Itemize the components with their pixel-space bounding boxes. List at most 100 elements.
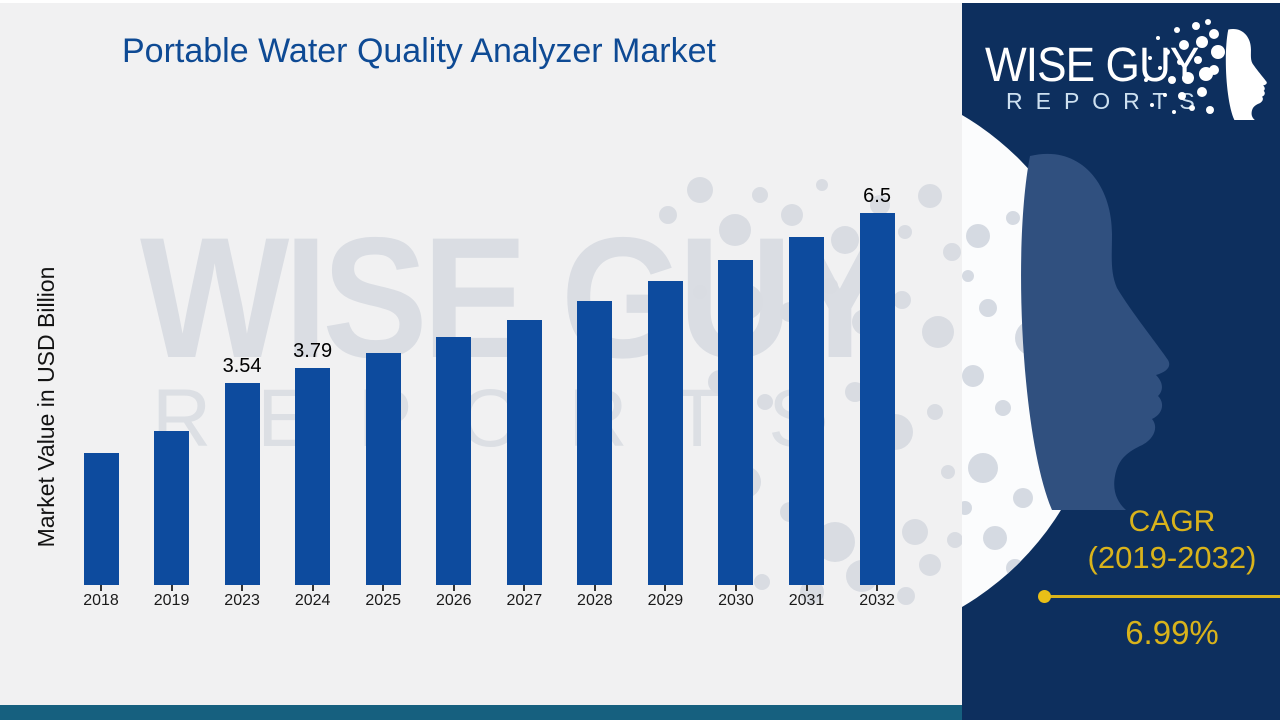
decorative-dot	[1206, 106, 1214, 114]
decorative-dot	[1211, 45, 1225, 59]
decorative-dot	[962, 270, 974, 282]
decorative-dot	[693, 285, 707, 299]
decorative-dot	[816, 179, 828, 191]
decorative-dot	[1006, 211, 1020, 225]
decorative-dot	[995, 400, 1011, 416]
decorative-dot	[757, 394, 773, 410]
decorative-dot	[1196, 36, 1208, 48]
decorative-dot	[687, 177, 713, 203]
decorative-dot	[1182, 72, 1194, 84]
decorative-dot	[927, 404, 943, 420]
cagr-block: CAGR (2019-2032) 6.99%	[1022, 505, 1280, 652]
bar-2019	[154, 430, 190, 585]
decorative-dot	[941, 465, 955, 479]
decorative-dot	[968, 453, 998, 483]
decorative-dot	[962, 365, 984, 387]
x-tick	[100, 585, 102, 591]
decorative-dot	[781, 204, 803, 226]
decorative-dot	[947, 532, 963, 548]
bar-data-label: 6.5	[863, 185, 891, 208]
decorative-dot	[659, 206, 677, 224]
x-tick-label: 2028	[577, 592, 613, 609]
bar-data-label: 3.79	[293, 340, 333, 363]
x-tick-label: 2026	[435, 592, 472, 609]
x-tick-label: 2030	[718, 592, 754, 609]
bar-2029	[647, 281, 683, 585]
x-tick	[170, 585, 173, 591]
bar-2024	[295, 368, 331, 585]
x-tick	[664, 585, 667, 591]
bottom-accent-strip	[0, 705, 962, 720]
x-tick	[382, 585, 385, 591]
logo-wordmark: WISE GUY	[985, 39, 1199, 92]
decorative-dot	[919, 554, 941, 576]
x-tick-label: 2024	[294, 592, 331, 609]
decorative-dot	[1209, 65, 1219, 75]
bar-data-label: 3.54	[222, 354, 262, 377]
decorative-dot	[1178, 92, 1186, 100]
decorative-dot	[1168, 76, 1176, 84]
decorative-dot	[831, 226, 859, 254]
decorative-dot	[1179, 40, 1189, 50]
decorative-dot	[1192, 22, 1200, 30]
bar-2030	[718, 260, 754, 585]
decorative-dot	[897, 587, 915, 605]
decorative-dot	[922, 316, 954, 348]
x-tick	[311, 585, 314, 591]
decorative-dot	[1013, 488, 1033, 508]
decorative-dot	[983, 526, 1007, 550]
decorative-dot	[1205, 19, 1211, 25]
decorative-dot	[966, 224, 990, 248]
cagr-value: 6.99%	[1125, 614, 1219, 652]
x-tick	[876, 585, 879, 591]
logo-face-icon	[1225, 28, 1267, 120]
logo-reports-label: REPORTS	[1006, 88, 1208, 114]
x-tick-label: 2019	[153, 592, 190, 609]
x-tick-label: 2031	[788, 592, 825, 609]
decorative-dot	[893, 291, 911, 309]
bar-2027	[506, 319, 542, 585]
decorative-dot	[1163, 93, 1167, 97]
x-tick-label: 2029	[647, 592, 684, 609]
decorative-dot	[1194, 56, 1202, 64]
wise-guy-reports-logo: WISE GUY REPORTS	[962, 0, 1280, 130]
x-tick	[593, 585, 596, 591]
decorative-dot	[1158, 66, 1162, 70]
watermark-reports: REPORTS	[152, 378, 869, 460]
decorative-dot	[902, 519, 928, 545]
bar-2028	[577, 301, 613, 585]
cagr-divider-line	[1038, 590, 1280, 604]
face-profile-graphic	[1021, 153, 1170, 510]
x-tick-label: 2023	[224, 592, 260, 609]
decorative-dot	[1174, 27, 1180, 33]
decorative-dot	[1197, 87, 1207, 97]
x-tick	[523, 585, 526, 591]
bar-2031	[789, 237, 824, 585]
bar-2026	[436, 336, 472, 585]
brand-panel: WISE GUY REPORTS CAGR (2019-2032) 6.99%	[962, 0, 1280, 720]
decorative-dot	[1156, 36, 1160, 40]
x-tick	[452, 585, 455, 591]
decorative-dot	[1209, 29, 1219, 39]
x-tick	[241, 585, 244, 591]
decorative-dot	[1189, 105, 1195, 111]
x-tick	[805, 585, 808, 591]
decorative-dot	[719, 214, 751, 246]
decorative-dot	[752, 187, 768, 203]
cagr-range: (2019-2032)	[1087, 539, 1257, 575]
decorative-dot	[943, 243, 961, 261]
decorative-dot	[1148, 56, 1152, 60]
decorative-dot	[898, 225, 912, 239]
bar-2025	[365, 353, 401, 585]
decorative-dot	[754, 574, 770, 590]
decorative-dot	[1006, 559, 1024, 577]
top-divider	[0, 0, 1280, 3]
decorative-dot	[1164, 49, 1170, 55]
y-axis-label: Market Value in USD Billion	[33, 266, 59, 548]
bar-2018	[83, 452, 119, 585]
decorative-dot	[1172, 110, 1176, 114]
decorative-dot	[822, 278, 838, 294]
x-tick-label: 2027	[506, 592, 543, 609]
decorative-dot	[1150, 103, 1154, 107]
